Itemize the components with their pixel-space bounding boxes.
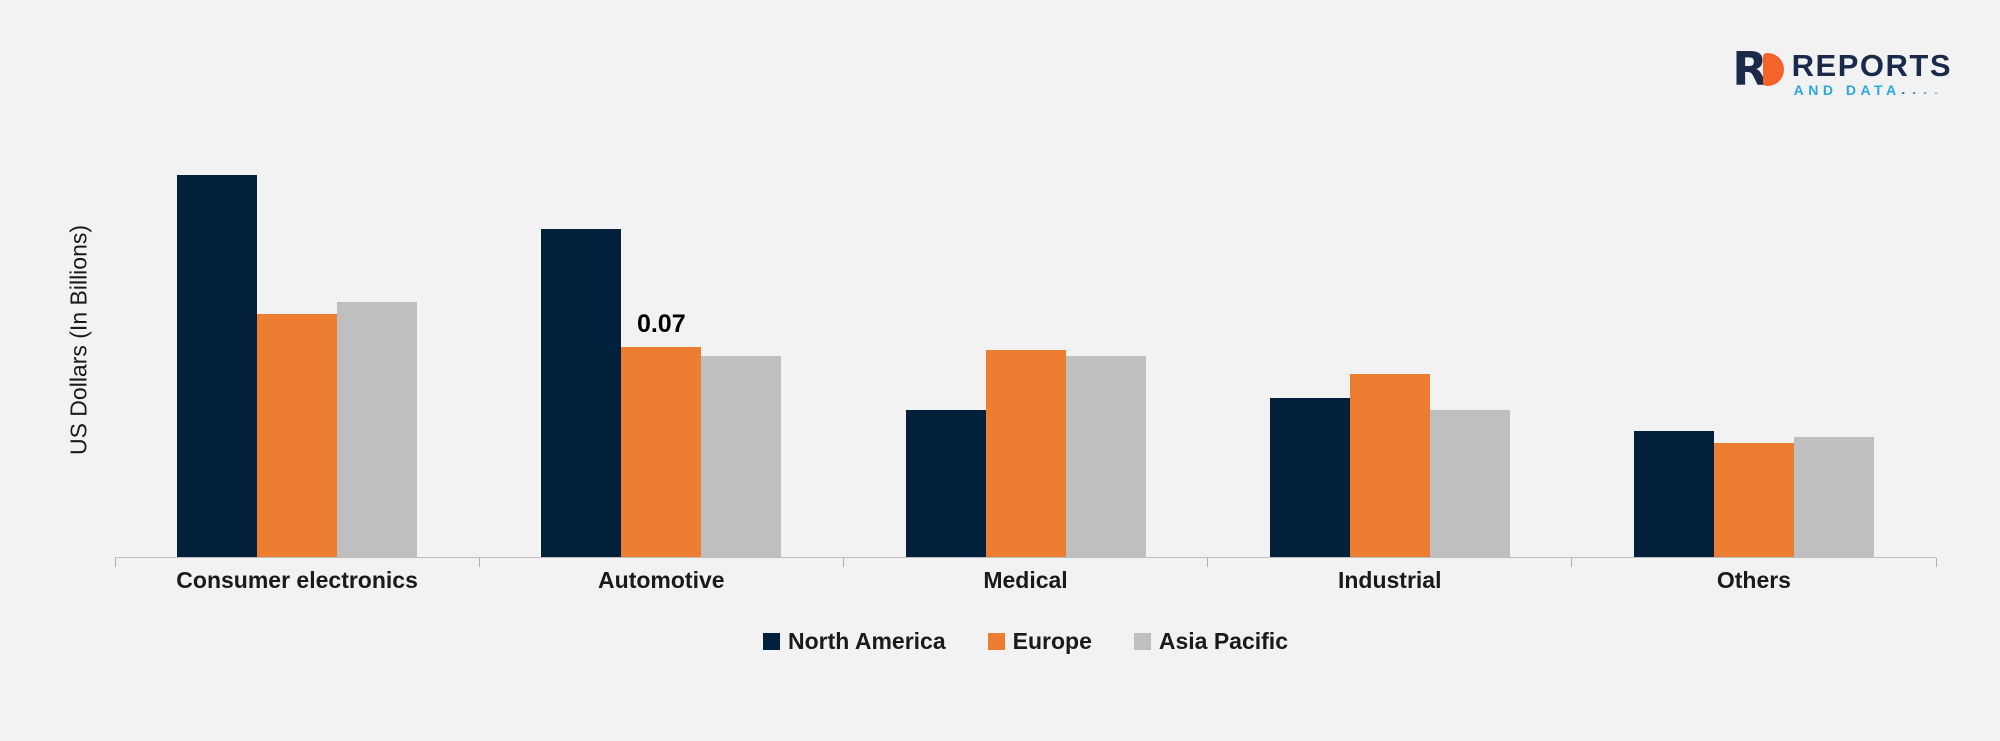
- legend-label-north-america: North America: [787, 628, 946, 654]
- bars-row: 0.07: [115, 136, 1936, 558]
- logo-and-data-text: AND DATA: [1793, 82, 1901, 98]
- logo-reports-text: REPORTS: [1791, 48, 1952, 83]
- legend-item-north-america: North America: [762, 628, 946, 655]
- bar-group-others: [1572, 136, 1936, 558]
- bar-north-america-industrial: [1269, 398, 1350, 558]
- x-axis-line: [115, 557, 1936, 558]
- bar-group-consumer-electronics: [115, 136, 479, 558]
- bar-asia-pacific-medical: [1065, 356, 1146, 558]
- legend-swatch-asia-pacific: [1133, 633, 1151, 650]
- data-label-europe-automotive: 0.07: [636, 310, 686, 338]
- logo-rd-mark-icon: R: [1732, 42, 1784, 96]
- bar-europe-industrial: [1349, 374, 1430, 558]
- legend-swatch-europe: [987, 633, 1005, 650]
- bar-north-america-automotive: [541, 229, 622, 558]
- logo-r-letter: R: [1732, 42, 1767, 96]
- plot-area: 0.07: [114, 136, 1937, 567]
- logo-dots: ....: [1900, 79, 1945, 99]
- x-axis-tick: [1935, 558, 1937, 567]
- x-axis-tick: [1571, 558, 1573, 567]
- bar-group-automotive: 0.07: [479, 136, 843, 558]
- bar-europe-consumer-electronics: [257, 313, 338, 558]
- category-label-medical: Medical: [983, 567, 1068, 593]
- y-axis-title: US Dollars (In Billions): [65, 224, 92, 456]
- x-axis-tick: [114, 558, 116, 567]
- bar-europe-medical: [985, 350, 1066, 558]
- bar-asia-pacific-others: [1793, 437, 1874, 558]
- category-label-automotive: Automotive: [598, 567, 725, 593]
- brand-logo: R REPORTS AND DATA ....: [1732, 42, 1952, 98]
- logo-d-shape-icon: [1762, 53, 1784, 86]
- bar-group-medical: [843, 136, 1207, 558]
- bar-group-industrial: [1208, 136, 1572, 558]
- logo-text: REPORTS AND DATA ....: [1792, 50, 1952, 98]
- logo-tagline: AND DATA ....: [1792, 79, 1952, 99]
- category-label-others: Others: [1716, 567, 1791, 593]
- bar-europe-others: [1713, 443, 1794, 558]
- legend-label-europe: Europe: [1012, 628, 1092, 654]
- bar-asia-pacific-consumer-electronics: [337, 301, 418, 558]
- x-axis-tick: [1207, 558, 1209, 567]
- legend: North America Europe Asia Pacific: [115, 628, 1936, 655]
- bar-north-america-others: [1633, 431, 1714, 558]
- x-axis-tick: [478, 558, 480, 567]
- legend-item-europe: Europe: [987, 628, 1092, 655]
- legend-item-asia-pacific: Asia Pacific: [1133, 628, 1288, 655]
- legend-swatch-north-america: [762, 633, 780, 650]
- legend-label-asia-pacific: Asia Pacific: [1158, 628, 1288, 654]
- category-label-consumer-electronics: Consumer electronics: [176, 567, 418, 593]
- category-axis-labels: Consumer electronics Automotive Medical Ind…: [115, 567, 1936, 594]
- bar-europe-automotive: 0.07: [621, 310, 702, 558]
- bar-asia-pacific-automotive: [701, 356, 782, 558]
- bar-asia-pacific-industrial: [1429, 410, 1510, 558]
- x-axis-tick: [842, 558, 844, 567]
- bar-north-america-consumer-electronics: [177, 175, 258, 558]
- category-label-industrial: Industrial: [1337, 567, 1442, 593]
- bar-north-america-medical: [905, 410, 986, 558]
